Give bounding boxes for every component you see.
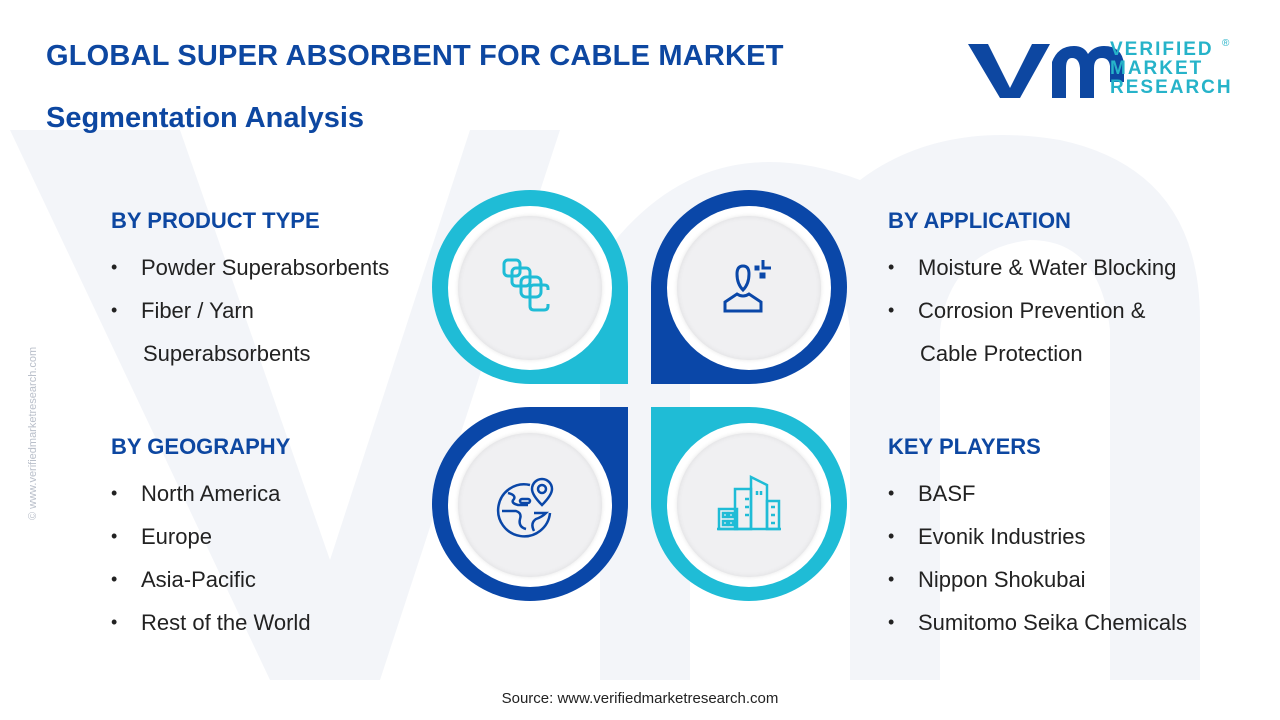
- section-title: BY GEOGRAPHY: [111, 434, 291, 459]
- list-item: North America: [111, 472, 311, 515]
- logo-line: MARKET: [1110, 58, 1204, 79]
- logo-line: RESEARCH: [1110, 77, 1233, 98]
- logo-text: VERIFIED MARKET RESEARCH: [1110, 40, 1233, 97]
- page-subtitle: Segmentation Analysis: [46, 102, 365, 134]
- stacked-squares-icon: [502, 258, 550, 312]
- globe-pin-icon: [496, 477, 554, 538]
- person-icon: [723, 260, 771, 313]
- section-product-type: BY PRODUCT TYPE Powder Superabsorbents F…: [111, 208, 389, 375]
- quadrant-key-players: [651, 407, 847, 601]
- buildings-icon: [717, 474, 781, 531]
- list-item: Sumitomo Seika Chemicals: [888, 601, 1187, 644]
- list-item: Nippon Shokubai: [888, 558, 1187, 601]
- page-title: GLOBAL SUPER ABSORBENT FOR CABLE MARKET: [46, 40, 784, 72]
- section-application: BY APPLICATION Moisture & Water Blocking…: [888, 208, 1176, 375]
- list-item: Superabsorbents: [143, 341, 311, 366]
- list-item: Rest of the World: [111, 601, 311, 644]
- quadrant-application: [651, 190, 847, 384]
- section-title: KEY PLAYERS: [888, 434, 1041, 459]
- quadrant-product-type: [432, 190, 628, 384]
- quadrant-geography: [432, 407, 628, 601]
- list-item: Powder Superabsorbents: [111, 246, 389, 289]
- section-title: BY APPLICATION: [888, 208, 1071, 233]
- section-title: BY PRODUCT TYPE: [111, 208, 320, 233]
- list-item: Europe: [111, 515, 311, 558]
- registered-mark: ®: [1222, 38, 1230, 49]
- source-footer: Source: www.verifiedmarketresearch.com: [501, 690, 779, 707]
- list-item: Moisture & Water Blocking: [888, 246, 1176, 289]
- list-item: BASF: [888, 472, 1187, 515]
- list-item: Corrosion Prevention &: [888, 289, 1176, 332]
- section-key-players: KEY PLAYERS BASF Evonik Industries Nippo…: [888, 434, 1187, 644]
- side-watermark: © www.verifiedmarketresearch.com: [27, 346, 39, 520]
- list-item: Fiber / Yarn: [111, 289, 389, 332]
- list-item: Evonik Industries: [888, 515, 1187, 558]
- list-item: Asia-Pacific: [111, 558, 311, 601]
- logo-line: VERIFIED: [1110, 39, 1214, 60]
- list-item: Cable Protection: [920, 341, 1083, 366]
- vmr-logo: [968, 44, 1124, 98]
- section-geography: BY GEOGRAPHY North America Europe Asia-P…: [111, 434, 311, 644]
